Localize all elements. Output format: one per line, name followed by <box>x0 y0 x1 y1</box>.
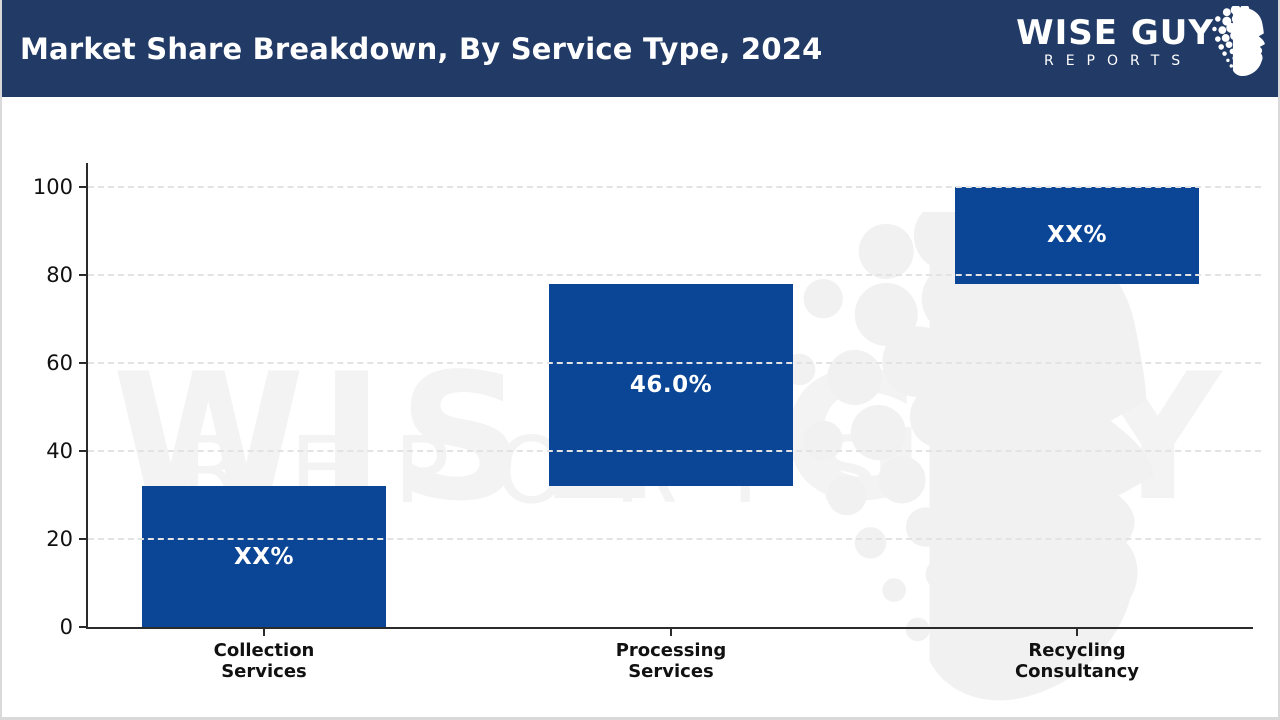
gridline <box>88 538 1261 540</box>
bar-value-label: XX% <box>233 543 294 570</box>
y-axis-spine <box>86 163 88 629</box>
category-label-line: Processing <box>615 640 727 661</box>
header-bar: Market Share Breakdown, By Service Type,… <box>0 0 1280 97</box>
y-tick-label: 20 <box>46 527 73 551</box>
y-tick <box>79 450 86 452</box>
brand-logo: WISE GUY REPORTS <box>1016 4 1266 80</box>
bar-collection-services: XX% <box>142 486 386 627</box>
chart-title: Market Share Breakdown, By Service Type,… <box>20 31 823 66</box>
y-tick-label: 40 <box>46 439 73 463</box>
bar-processing-services: 46.0% <box>549 283 793 487</box>
brand-name: WISE GUY <box>1016 13 1214 53</box>
bar-recycling-consultancy: XX% <box>955 187 1199 284</box>
y-tick <box>79 186 86 188</box>
category-label-line: Collection <box>213 640 315 661</box>
brand-face-icon <box>1210 6 1266 80</box>
category-label-line: Recycling <box>1028 640 1126 661</box>
category-label-line: Services <box>628 661 714 682</box>
category-label: Processing Services <box>511 640 831 682</box>
brand-sub: REPORTS <box>1043 53 1193 69</box>
y-tick-label: 80 <box>46 263 73 287</box>
category-label-line: Services <box>221 661 307 682</box>
y-tick <box>79 626 86 628</box>
bar-value-label: 46.0% <box>629 371 713 398</box>
category-label: Collection Services <box>104 640 424 682</box>
brand-logo-text: WISE GUY REPORTS <box>1016 15 1214 69</box>
gridline <box>88 186 1261 188</box>
y-tick <box>79 274 86 276</box>
x-tick <box>263 629 265 636</box>
gridline <box>88 274 1261 276</box>
y-tick-label: 0 <box>59 615 73 639</box>
gridline <box>88 362 1261 364</box>
x-tick <box>1076 629 1078 636</box>
y-tick-label: 60 <box>46 351 73 375</box>
y-tick <box>79 538 86 540</box>
category-label-line: Consultancy <box>1014 661 1140 682</box>
bar-value-label: XX% <box>1046 222 1107 249</box>
x-axis-spine <box>86 627 1253 629</box>
y-tick-label: 100 <box>32 175 73 199</box>
category-label: Recycling Consultancy <box>917 640 1237 682</box>
gridline <box>88 450 1261 452</box>
x-tick <box>670 629 672 636</box>
y-tick <box>79 362 86 364</box>
